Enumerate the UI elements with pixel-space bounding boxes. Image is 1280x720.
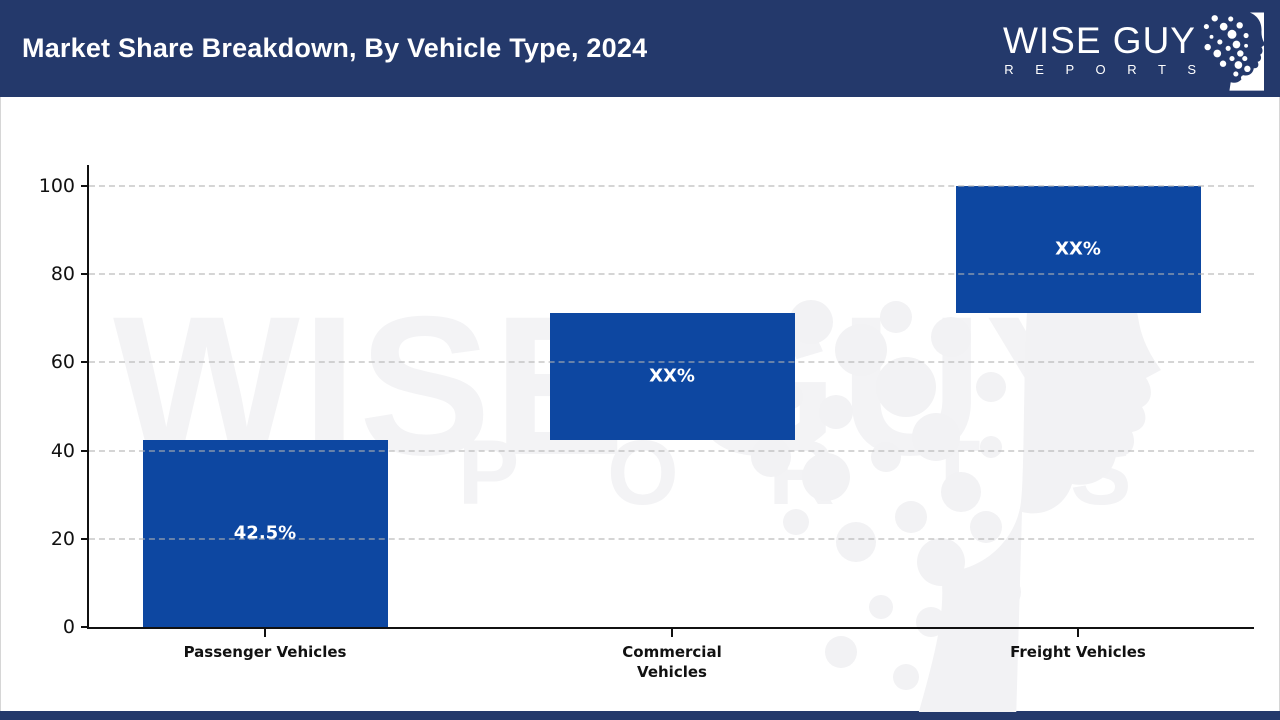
wiseguy-logo: WISE GUY R E P O R T S <box>1003 6 1264 92</box>
gridline <box>89 273 1254 276</box>
bar-segment <box>549 312 795 440</box>
gridline <box>89 537 1254 540</box>
x-axis-category-label: Freight Vehicles <box>1010 643 1146 661</box>
wiseguy-logo-text: WISE GUY R E P O R T S <box>1002 19 1196 77</box>
gridline <box>89 361 1254 364</box>
chart-area: WISE GUY R E P O R T S 42.5%XX%XX%020406… <box>0 97 1280 712</box>
bar-value-label: XX% <box>1055 238 1101 260</box>
x-axis-category-label: Passenger Vehicles <box>183 643 347 661</box>
gridline <box>89 449 1254 452</box>
y-axis-tick <box>81 185 89 187</box>
bar-value-label: 42.5% <box>233 522 297 544</box>
y-axis-tick <box>81 626 89 628</box>
gridline <box>89 185 1254 187</box>
wiseguy-face-icon <box>1203 12 1264 91</box>
bar-segment <box>142 439 388 627</box>
y-axis-tick <box>81 273 89 276</box>
y-axis-tick-label: 60 <box>50 351 75 374</box>
y-axis-tick-label: 40 <box>50 439 75 462</box>
footer-bar <box>0 711 1280 720</box>
bar-value-label: XX% <box>649 365 695 387</box>
page-title: Market Share Breakdown, By Vehicle Type,… <box>22 33 648 63</box>
logo-wordmark: WISE GUY <box>1002 19 1196 61</box>
x-axis-line <box>87 627 1254 629</box>
y-axis-line <box>87 165 89 629</box>
logo-subtext: R E P O R T S <box>1004 61 1205 77</box>
y-axis-tick <box>81 361 89 364</box>
bar-segment <box>955 186 1201 313</box>
header-bar: Market Share Breakdown, By Vehicle Type,… <box>0 0 1280 97</box>
x-axis-tick <box>671 629 673 637</box>
y-axis-tick-label: 80 <box>50 263 75 286</box>
x-axis-tick <box>1077 629 1079 637</box>
y-axis-tick-label: 20 <box>50 527 75 550</box>
y-axis-tick <box>81 537 89 540</box>
y-axis-tick-label: 0 <box>62 616 75 638</box>
x-axis-category-label: Commercial Vehicles <box>622 643 722 681</box>
y-axis-tick <box>81 449 89 452</box>
x-axis-tick <box>264 629 266 637</box>
y-axis-tick-label: 100 <box>38 175 75 197</box>
